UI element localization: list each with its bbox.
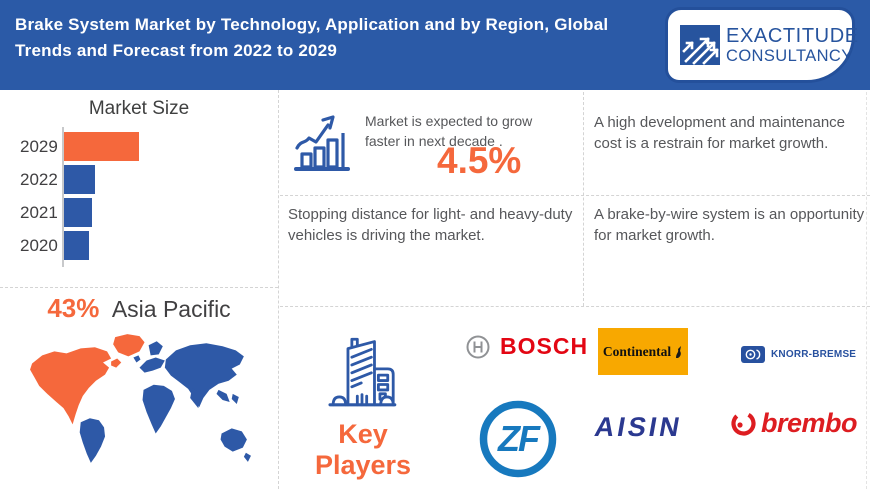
cagr-value: 4.5% bbox=[437, 140, 522, 181]
bar-label: 2020 bbox=[20, 235, 58, 255]
bar-label: 2021 bbox=[20, 202, 58, 222]
knorr-bremse-wordmark: KNORR-BREMSE bbox=[771, 349, 857, 360]
knorr-bremse-icon bbox=[741, 346, 765, 363]
bar-row: 2021 bbox=[0, 196, 278, 229]
opportunity-text: A brake-by-wire system is an opportunity… bbox=[594, 206, 865, 244]
building-icon bbox=[328, 337, 397, 407]
region-highlight: 43% Asia Pacific bbox=[0, 293, 278, 324]
bar-label: 2029 bbox=[20, 136, 58, 156]
bar-2020 bbox=[64, 231, 89, 260]
company-logo: EXACTITUDE CONSULTANCY bbox=[665, 7, 858, 83]
bar-2021 bbox=[64, 198, 92, 227]
aisin-wordmark: AISIN bbox=[592, 412, 685, 442]
bar-row: 2022 bbox=[0, 163, 278, 196]
market-size-bar-chart: 2029 2022 2021 2020 bbox=[0, 130, 278, 262]
continental-horse-icon bbox=[676, 345, 682, 358]
bar-label: 2022 bbox=[20, 169, 58, 189]
logo-zf: ZF bbox=[479, 400, 557, 478]
arrows-up-right-icon bbox=[680, 25, 720, 65]
brembo-wordmark: brembo bbox=[761, 408, 858, 438]
bar-2022 bbox=[64, 165, 95, 194]
header-bar: Brake System Market by Technology, Appli… bbox=[0, 0, 870, 90]
world-map bbox=[30, 334, 251, 463]
divider-horizontal-row1 bbox=[280, 195, 870, 196]
key-players-label: Key Players bbox=[314, 419, 412, 480]
logo-aisin: AISIN bbox=[592, 412, 684, 443]
divider-horizontal-row2 bbox=[280, 306, 870, 307]
brembo-disc-icon bbox=[731, 411, 756, 436]
bosch-armature-icon bbox=[466, 335, 490, 358]
logo-line2: CONSULTANCY bbox=[726, 47, 853, 65]
logo-bosch: BOSCH bbox=[465, 333, 588, 360]
logo-line1: EXACTITUDE bbox=[726, 25, 859, 47]
region-percent: 43% bbox=[47, 293, 100, 323]
bar-2029 bbox=[64, 132, 139, 161]
restraint-text: A high development and maintenance cost … bbox=[594, 114, 846, 152]
logo-continental: Continental bbox=[598, 328, 688, 375]
bosch-wordmark: BOSCH bbox=[500, 333, 589, 359]
growth-note-text: Market is expected to grow faster in nex… bbox=[365, 113, 533, 149]
logo-knorr-bremse: KNORR-BREMSE bbox=[741, 346, 856, 363]
company-logo-text: EXACTITUDE CONSULTANCY bbox=[726, 25, 859, 65]
bar-row: 2029 bbox=[0, 130, 278, 163]
chart-title: Market Size bbox=[88, 98, 190, 119]
bar-row: 2020 bbox=[0, 229, 278, 262]
growth-chart-icon bbox=[294, 115, 350, 171]
divider-vertical-right-edge bbox=[866, 92, 867, 489]
continental-wordmark: Continental bbox=[602, 343, 672, 359]
divider-horizontal-left-column bbox=[0, 287, 278, 288]
chart-axis-line bbox=[62, 127, 64, 267]
region-name: Asia Pacific bbox=[111, 296, 231, 322]
page-title: Brake System Market by Technology, Appli… bbox=[15, 15, 609, 60]
zf-wordmark: ZF bbox=[497, 418, 541, 459]
divider-vertical-middle bbox=[583, 92, 584, 306]
logo-brembo: brembo bbox=[730, 408, 858, 439]
divider-vertical-left bbox=[278, 90, 279, 489]
driver-text: Stopping distance for light- and heavy-d… bbox=[288, 206, 573, 244]
